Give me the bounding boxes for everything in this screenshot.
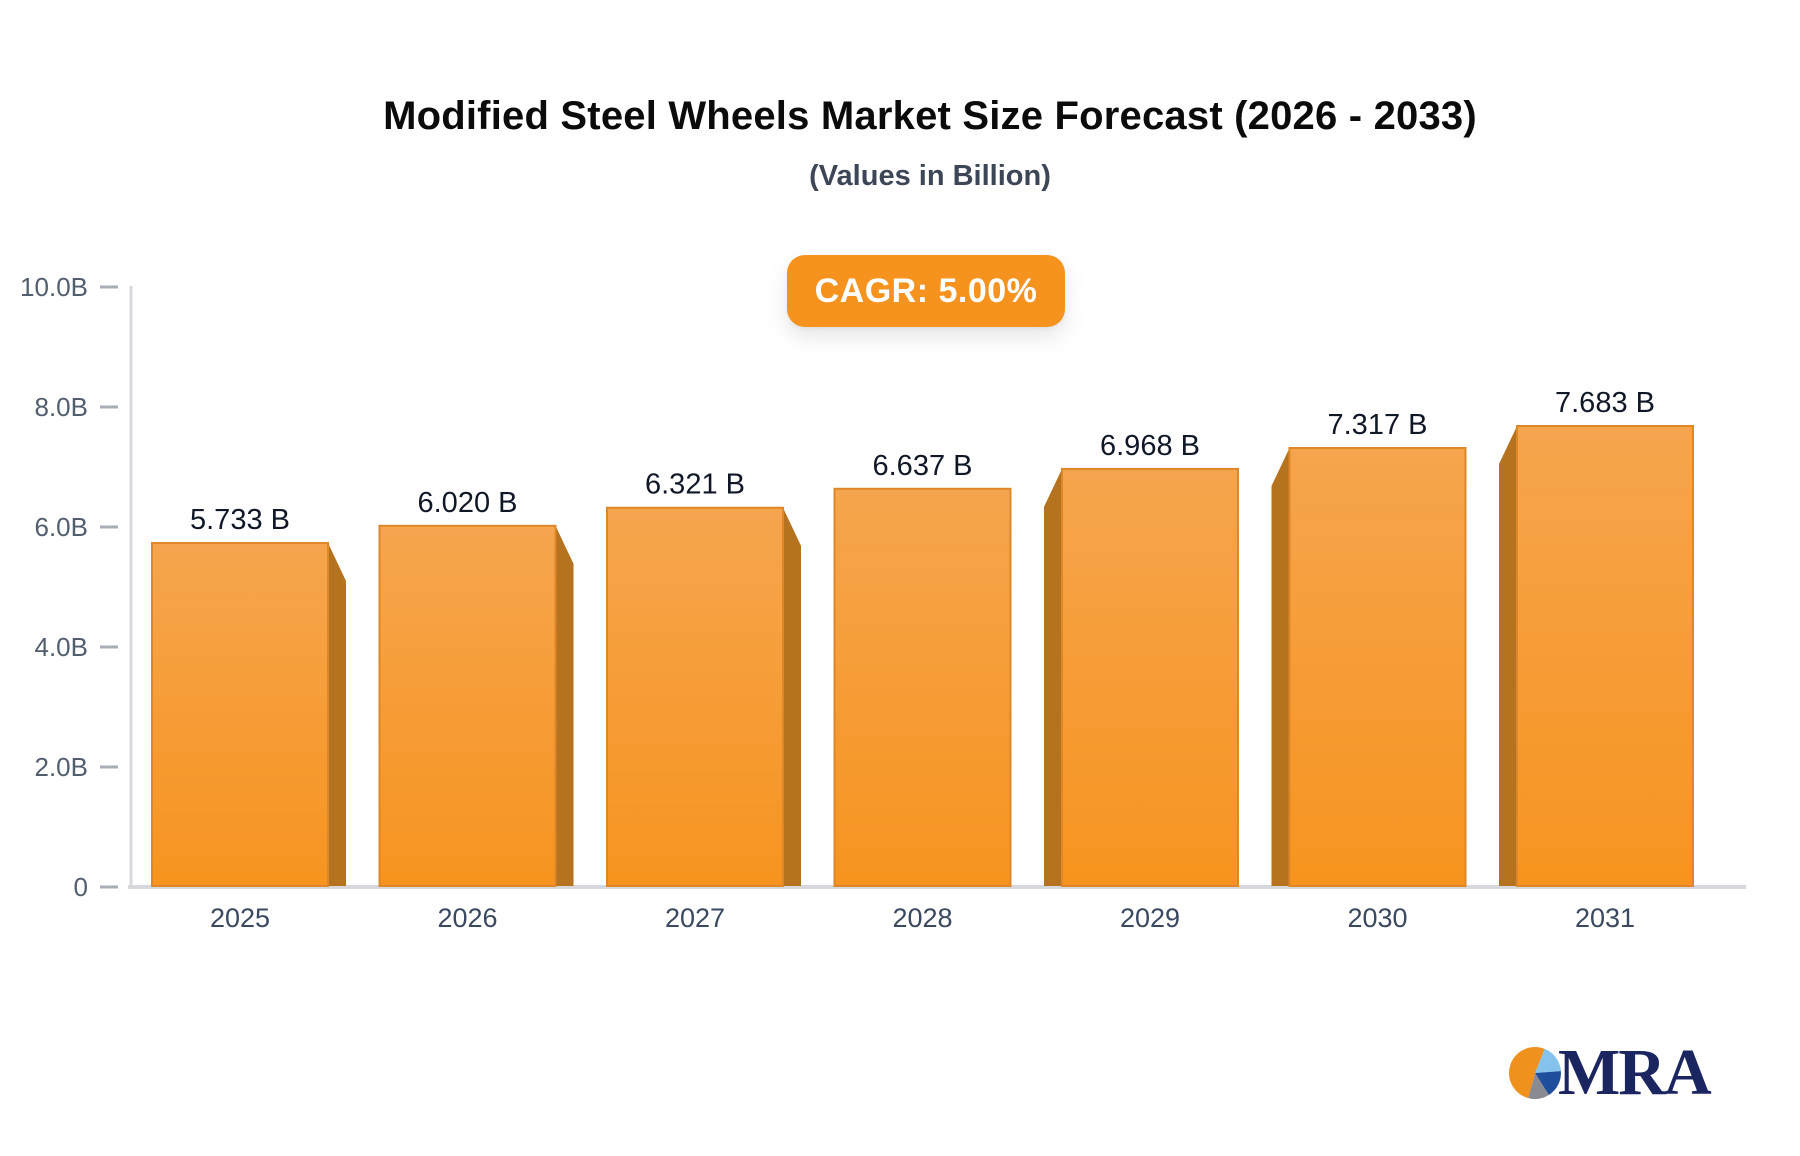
page-subtitle: (Values in Billion) xyxy=(809,160,1051,192)
bar-front-face xyxy=(151,542,329,888)
bar-side-face xyxy=(1271,447,1290,886)
bar-side-face xyxy=(783,507,801,886)
mra-pie-icon xyxy=(1509,1047,1561,1099)
cagr-badge-label: CAGR: 5.00% xyxy=(814,271,1038,310)
x-axis-label: 2030 xyxy=(1347,903,1407,933)
pie-slice-lightblue xyxy=(1535,1048,1561,1073)
bar-value-label: 6.020 B xyxy=(418,487,518,519)
bar-2030: 7.317 B 2030 xyxy=(1271,409,1467,933)
bar-value-label: 6.321 B xyxy=(645,469,745,501)
bar-2025: 5.733 B 2025 xyxy=(151,504,346,933)
bar-front-face xyxy=(378,524,557,887)
x-axis-label: 2029 xyxy=(1120,903,1180,933)
bar-2031: 7.683 B 2031 xyxy=(1499,387,1694,933)
y-axis-label: 6.0B xyxy=(35,512,89,542)
y-axis-label: 2.0B xyxy=(35,752,89,782)
bar-side-face xyxy=(1044,468,1062,886)
page-title: Modified Steel Wheels Market Size Foreca… xyxy=(383,94,1477,138)
bar-side-face xyxy=(1499,426,1517,886)
bar-front-face xyxy=(606,506,784,887)
bar-2027: 6.321 B 2027 xyxy=(606,469,801,933)
bar-front-face xyxy=(1288,446,1467,887)
bar-side-face xyxy=(555,525,574,886)
bar-front-face xyxy=(833,487,1012,887)
bar-value-label: 5.733 B xyxy=(190,504,290,536)
bar-value-label: 7.683 B xyxy=(1555,387,1655,419)
bar-value-label: 6.968 B xyxy=(1100,430,1200,462)
bar-front-face xyxy=(1516,425,1694,887)
brand-text: MRA xyxy=(1558,1036,1712,1109)
bar-front-face xyxy=(1061,467,1239,887)
cagr-badge: CAGR: 5.00% xyxy=(787,255,1065,327)
bar-value-label: 7.317 B xyxy=(1328,409,1428,441)
bar-side-face xyxy=(328,543,346,886)
x-axis-label: 2025 xyxy=(210,903,270,933)
bar-value-label: 6.637 B xyxy=(873,450,973,482)
y-axis-label: 0 xyxy=(74,872,88,902)
x-axis-label: 2028 xyxy=(892,903,952,933)
y-axis-label: 8.0B xyxy=(35,392,89,422)
x-axis-label: 2026 xyxy=(437,903,497,933)
pie-slice-gray xyxy=(1528,1073,1549,1099)
x-axis-label: 2031 xyxy=(1575,903,1635,933)
x-axis-label: 2027 xyxy=(665,903,725,933)
y-axis-label: 4.0B xyxy=(35,632,89,662)
bar-2028: 6.637 B 2028 xyxy=(833,450,1012,933)
brand-logo: MRA xyxy=(1504,1038,1784,1108)
pie-slice-navy xyxy=(1535,1071,1561,1096)
y-axis-label: 10.0B xyxy=(20,272,88,302)
bar-2029: 6.968 B 2029 xyxy=(1044,430,1239,933)
pie-slice-orange xyxy=(1509,1047,1545,1099)
bar-2026: 6.020 B 2026 xyxy=(378,487,574,933)
